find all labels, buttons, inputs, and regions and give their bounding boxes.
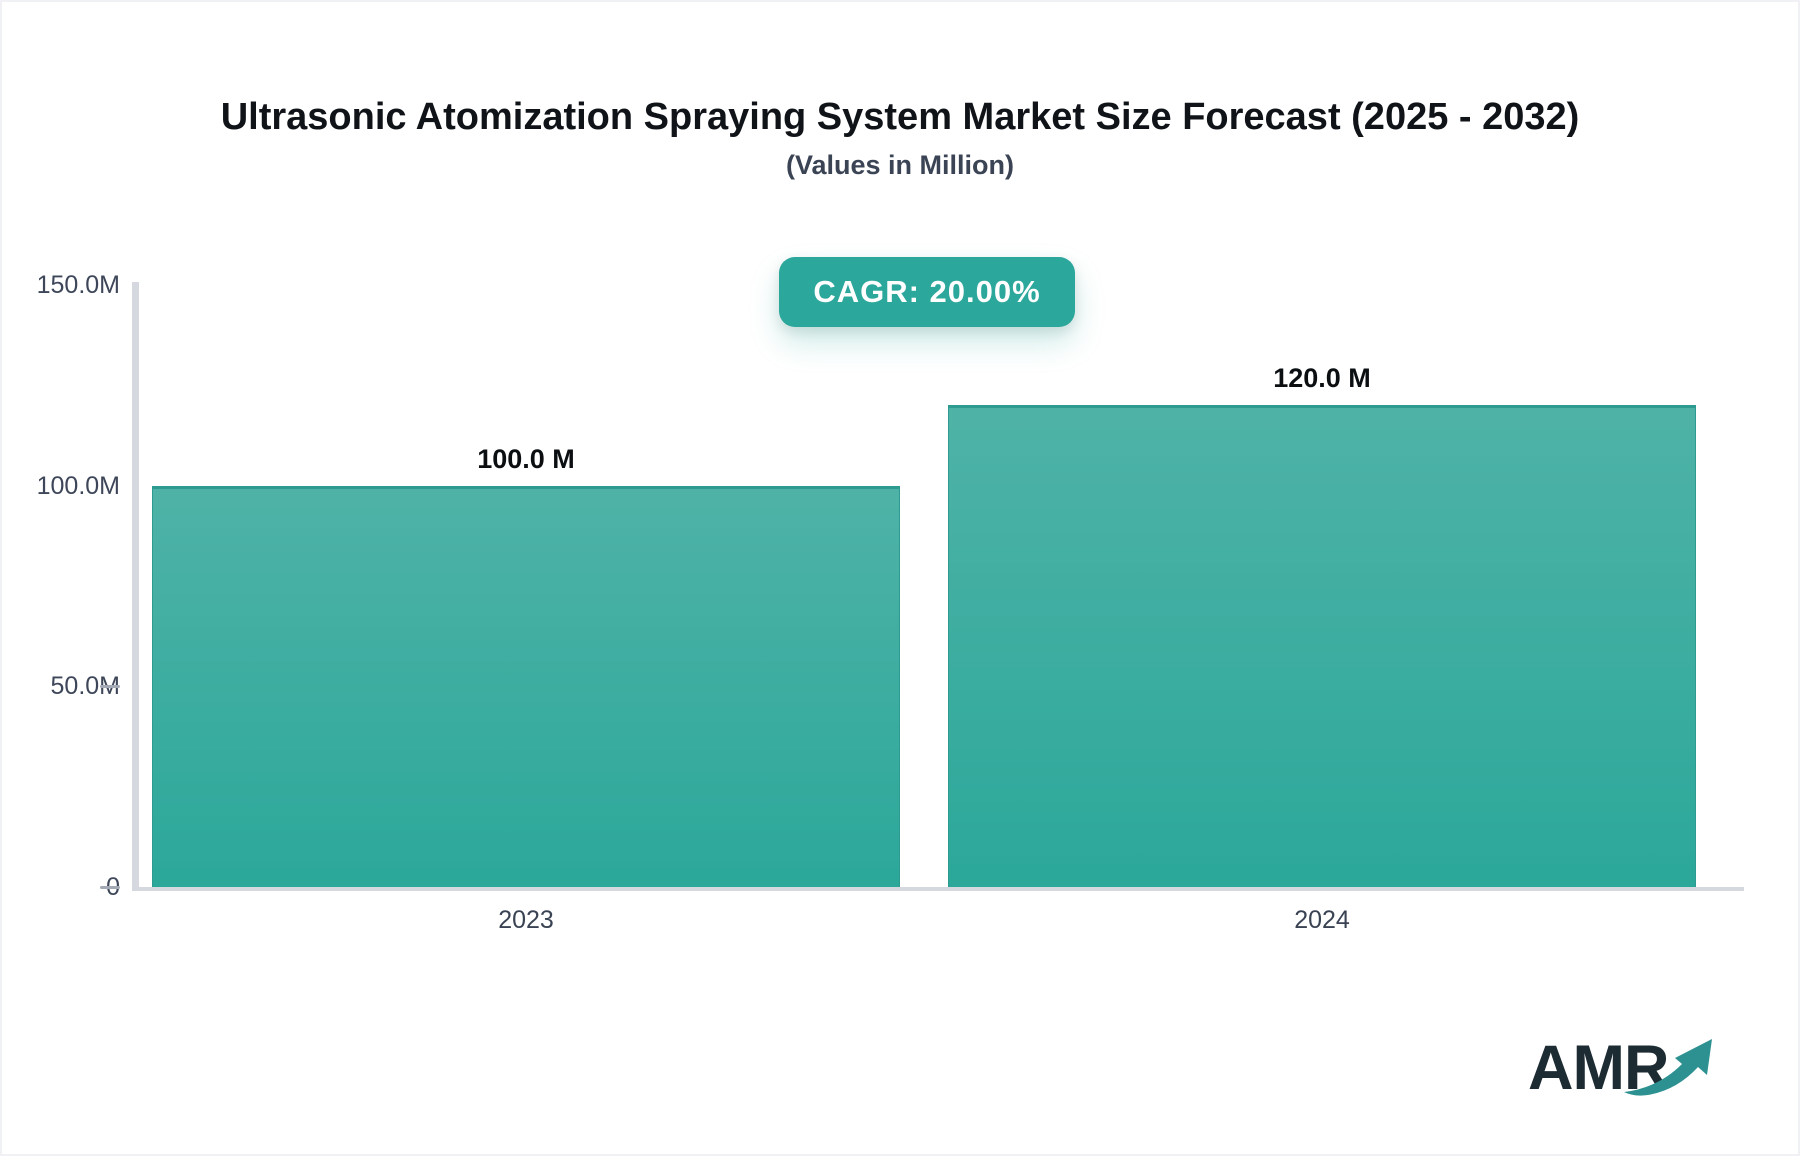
bar-2024 bbox=[948, 405, 1696, 887]
cagr-badge: CAGR: 20.00% bbox=[779, 257, 1075, 327]
bar-value-label: 100.0 M bbox=[477, 443, 575, 474]
bar-2023 bbox=[152, 485, 900, 887]
y-axis-tick-mark bbox=[100, 886, 120, 889]
chart-subtitle: (Values in Million) bbox=[785, 150, 1015, 180]
y-axis-tick-mark bbox=[100, 685, 120, 689]
x-axis-category-label: 2023 bbox=[498, 906, 554, 934]
bar-value-label: 120.0 M bbox=[1273, 363, 1371, 394]
x-axis-line bbox=[132, 887, 1744, 891]
growth-arrow-icon bbox=[1624, 1039, 1712, 1096]
chart-title: Ultrasonic Atomization Spraying System M… bbox=[220, 96, 1580, 138]
x-axis-category-label: 2024 bbox=[1294, 906, 1350, 934]
y-axis-tick-label: 150.0M bbox=[36, 271, 120, 299]
y-axis-tick-label: 100.0M bbox=[36, 471, 120, 500]
y-axis-line bbox=[132, 282, 139, 891]
amr-logo: AMR bbox=[1528, 1030, 1718, 1106]
